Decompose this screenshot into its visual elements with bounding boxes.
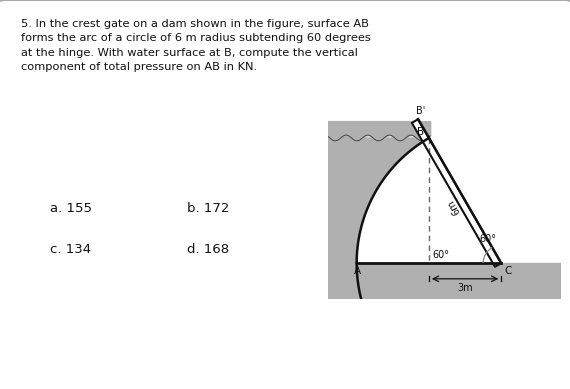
Text: 6m: 6m [445, 198, 462, 216]
Text: B': B' [416, 106, 425, 116]
Text: A: A [355, 266, 361, 276]
Polygon shape [412, 119, 501, 267]
Text: b. 172: b. 172 [187, 202, 229, 215]
Polygon shape [328, 138, 429, 263]
Polygon shape [328, 263, 561, 299]
Polygon shape [357, 138, 501, 263]
Text: a. 155: a. 155 [50, 202, 92, 215]
Text: 3m: 3m [457, 283, 473, 293]
Text: B: B [417, 127, 425, 137]
Text: 60°: 60° [433, 250, 450, 260]
Text: c. 134: c. 134 [50, 243, 91, 256]
Text: 5. In the crest gate on a dam shown in the figure, surface AB
forms the arc of a: 5. In the crest gate on a dam shown in t… [21, 19, 370, 72]
Text: C: C [505, 266, 512, 276]
Text: 60°: 60° [479, 234, 496, 244]
Polygon shape [328, 124, 357, 299]
Text: d. 168: d. 168 [187, 243, 229, 256]
